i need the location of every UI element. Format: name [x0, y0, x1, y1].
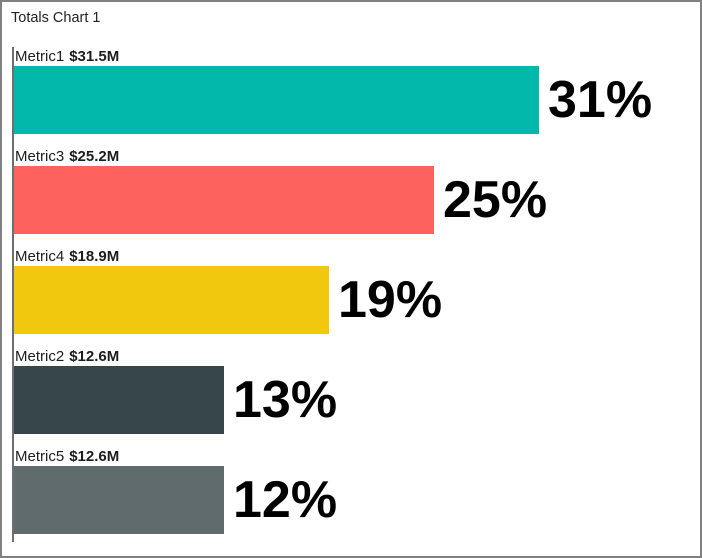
bar-group: Metric1 $31.5M 31%	[14, 47, 696, 147]
bar-value-label: $31.5M	[69, 48, 120, 65]
bar[interactable]	[14, 166, 434, 234]
bar-category-label: Metric5 $12.6M	[14, 447, 696, 466]
bar[interactable]	[14, 66, 539, 134]
bar-percent-label: 12%	[233, 471, 338, 529]
bar-value-label: $12.6M	[69, 348, 120, 365]
bar-category-name: Metric4	[15, 248, 65, 265]
bar-row: 19%	[14, 266, 696, 334]
bar[interactable]	[14, 366, 224, 434]
bar-group: Metric4 $18.9M 19%	[14, 247, 696, 347]
bar-row: 12%	[14, 466, 696, 534]
bar[interactable]	[14, 466, 224, 534]
bar[interactable]	[14, 266, 329, 334]
bar-percent-label: 31%	[548, 71, 653, 129]
bar-category-name: Metric2	[15, 348, 65, 365]
bar-group: Metric3 $25.2M 25%	[14, 147, 696, 247]
bar-value-label: $12.6M	[69, 448, 120, 465]
bar-chart-plot-area: Metric1 $31.5M 31% Metric3 $25.2M 25% Metr…	[12, 47, 696, 542]
bar-percent-label: 13%	[233, 371, 338, 429]
bar-group: Metric5 $12.6M 12%	[14, 447, 696, 547]
bar-category-name: Metric1	[15, 48, 65, 65]
bar-value-label: $25.2M	[69, 148, 120, 165]
chart-title: Totals Chart 1	[11, 10, 101, 26]
bar-row: 31%	[14, 66, 696, 134]
bar-category-label: Metric2 $12.6M	[14, 347, 696, 366]
bar-category-name: Metric5	[15, 448, 65, 465]
bar-category-name: Metric3	[15, 148, 65, 165]
bar-category-label: Metric4 $18.9M	[14, 247, 696, 266]
bar-percent-label: 25%	[443, 171, 548, 229]
bar-category-label: Metric1 $31.5M	[14, 47, 696, 66]
bar-row: 13%	[14, 366, 696, 434]
bar-category-label: Metric3 $25.2M	[14, 147, 696, 166]
bar-group: Metric2 $12.6M 13%	[14, 347, 696, 447]
bar-percent-label: 19%	[338, 271, 443, 329]
bar-row: 25%	[14, 166, 696, 234]
bar-value-label: $18.9M	[69, 248, 120, 265]
